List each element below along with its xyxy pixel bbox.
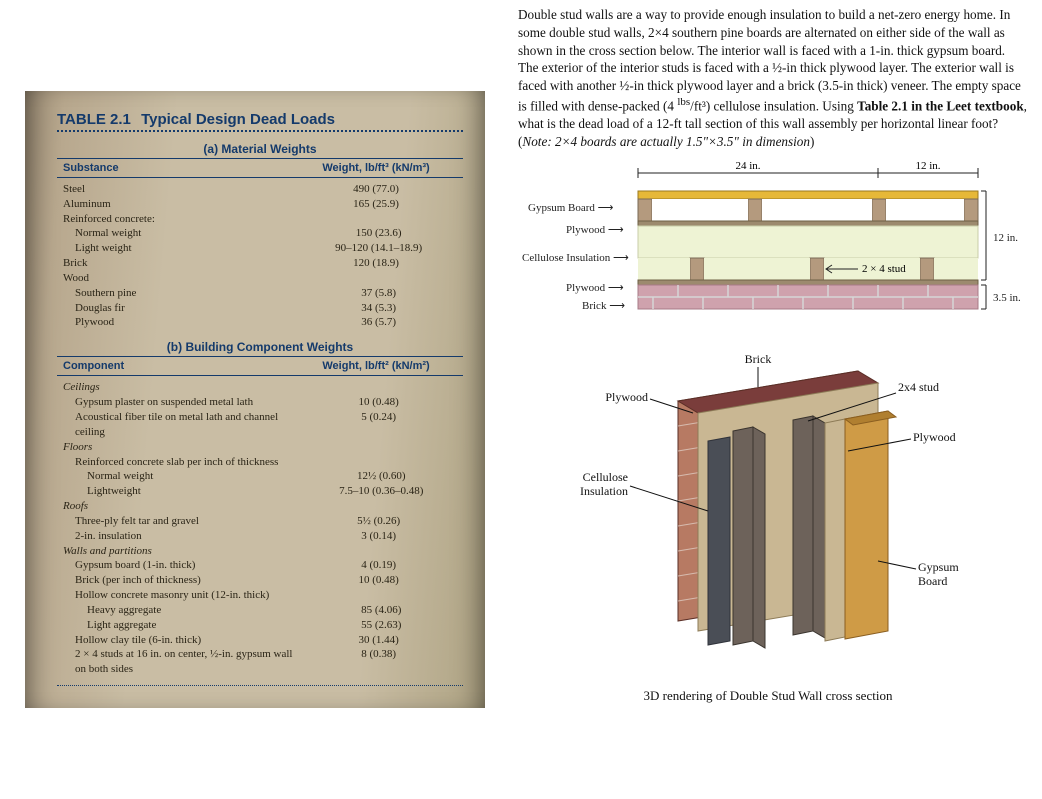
problem-pane: Double stud walls are a way to provide e… [510, 0, 1042, 799]
table-row: Lightweight7.5–10 (0.36–0.48) [57, 484, 463, 499]
table-row: Normal weight12½ (0.60) [57, 469, 463, 484]
table-row: Acoustical fiber tile on metal lath and … [57, 410, 463, 440]
table-row: Gypsum plaster on suspended metal lath10… [57, 395, 463, 410]
table-row: Light aggregate55 (2.63) [57, 618, 463, 633]
table-row: 2-in. insulation3 (0.14) [57, 529, 463, 544]
cross-section-diagram: Gypsum Board ⟶ Plywood ⟶ Cellulose Insul… [528, 161, 1028, 331]
col-component: Component [57, 360, 289, 372]
section-a-heading: (a) Material Weights [57, 142, 463, 156]
table-category: Walls and partitions [57, 544, 463, 559]
col-substance: Substance [57, 162, 289, 174]
table-row: 2 × 4 studs at 16 in. on center, ½-in. g… [57, 647, 463, 677]
label-plywood-1: Plywood ⟶ [566, 223, 624, 238]
iso-svg: Brick Plywood 2x4 stud Plywood Gypsum Bo… [558, 341, 978, 681]
iso-label-brick: Brick [745, 352, 772, 366]
dim-35in-right: 3.5 in. [993, 291, 1021, 306]
table-number: TABLE 2.1 [57, 111, 131, 128]
table-row: Normal weight150 (23.6) [57, 226, 463, 241]
label-stud: 2 × 4 stud [862, 263, 906, 275]
iso-label-cell1: Cellulose [583, 470, 628, 484]
iso-diagram: Brick Plywood 2x4 stud Plywood Gypsum Bo… [518, 341, 1018, 705]
table-row: Reinforced concrete: [57, 212, 463, 227]
dim-12in-right: 12 in. [993, 231, 1018, 246]
table-category: Roofs [57, 499, 463, 514]
cross-section-svg: 24 in. 12 in. [628, 161, 988, 331]
table-title-text: Typical Design Dead Loads [141, 111, 335, 128]
problem-statement: Double stud walls are a way to provide e… [518, 6, 1028, 151]
table-title: TABLE 2.1 Typical Design Dead Loads [57, 111, 463, 132]
table-row: Douglas fir34 (5.3) [57, 301, 463, 316]
iso-label-plywood: Plywood [605, 390, 648, 404]
textbook-table-pane: TABLE 2.1 Typical Design Dead Loads (a) … [0, 0, 510, 799]
iso-label-stud: 2x4 stud [898, 380, 939, 394]
label-plywood-2: Plywood ⟶ [566, 281, 624, 296]
table-row: Aluminum165 (25.9) [57, 197, 463, 212]
section-a-body: Steel490 (77.0)Aluminum165 (25.9)Reinfor… [57, 182, 463, 330]
table-row: Brick120 (18.9) [57, 256, 463, 271]
iso-label-gypsum1: Gypsum [918, 560, 959, 574]
label-gypsum: Gypsum Board ⟶ [528, 201, 613, 216]
table-category: Ceilings [57, 380, 463, 395]
table-row: Hollow concrete masonry unit (12-in. thi… [57, 588, 463, 603]
section-b-body: CeilingsGypsum plaster on suspended meta… [57, 380, 463, 677]
iso-label-cell2: Insulation [580, 484, 628, 498]
table-category: Floors [57, 440, 463, 455]
col-weight-a: Weight, lb/ft³ (kN/m³) [289, 162, 463, 174]
book-page: TABLE 2.1 Typical Design Dead Loads (a) … [25, 91, 485, 708]
table-row: Wood [57, 271, 463, 286]
label-brick: Brick ⟶ [582, 299, 625, 314]
iso-label-plywood2: Plywood [913, 430, 956, 444]
iso-label-gypsum2: Board [918, 574, 947, 588]
table-row: Three-ply felt tar and gravel5½ (0.26) [57, 514, 463, 529]
table-end-rule [57, 685, 463, 686]
table-row: Brick (per inch of thickness)10 (0.48) [57, 573, 463, 588]
table-row: Gypsum board (1-in. thick)4 (0.19) [57, 558, 463, 573]
table-row: Hollow clay tile (6-in. thick)30 (1.44) [57, 633, 463, 648]
table-row: Steel490 (77.0) [57, 182, 463, 197]
table-row: Plywood36 (5.7) [57, 315, 463, 330]
table-row: Heavy aggregate85 (4.06) [57, 603, 463, 618]
table-row: Southern pine37 (5.8) [57, 286, 463, 301]
col-weight-b: Weight, lb/ft² (kN/m²) [289, 360, 463, 372]
table-row: Reinforced concrete slab per inch of thi… [57, 455, 463, 470]
dim-24in: 24 in. [735, 161, 760, 172]
iso-caption: 3D rendering of Double Stud Wall cross s… [518, 687, 1018, 705]
section-a-header-row: Substance Weight, lb/ft³ (kN/m³) [57, 158, 463, 178]
section-b-header-row: Component Weight, lb/ft² (kN/m²) [57, 356, 463, 376]
table-row: Light weight90–120 (14.1–18.9) [57, 241, 463, 256]
dim-12in-top: 12 in. [915, 161, 940, 172]
section-b-heading: (b) Building Component Weights [57, 340, 463, 354]
label-cellulose: Cellulose Insulation ⟶ [522, 251, 629, 266]
